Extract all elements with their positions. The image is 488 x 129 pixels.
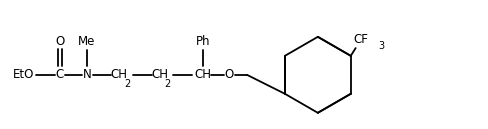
Text: CH: CH — [194, 68, 211, 81]
Text: 3: 3 — [378, 41, 384, 50]
Text: 2: 2 — [124, 79, 130, 89]
Text: N: N — [82, 68, 91, 81]
Text: O: O — [55, 35, 64, 48]
Text: CF: CF — [352, 33, 367, 46]
Text: O: O — [224, 68, 233, 81]
Text: C: C — [56, 68, 63, 81]
Text: CH: CH — [151, 68, 167, 81]
Text: CH: CH — [111, 68, 127, 81]
Text: Me: Me — [78, 35, 96, 48]
Text: 2: 2 — [164, 79, 170, 89]
Text: EtO: EtO — [13, 68, 34, 81]
Text: Ph: Ph — [195, 35, 210, 48]
